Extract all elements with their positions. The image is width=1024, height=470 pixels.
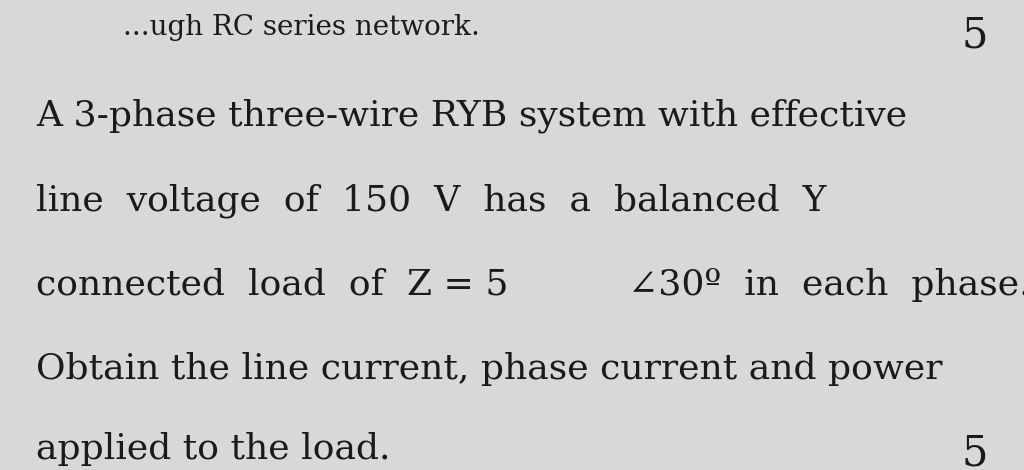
Text: 5: 5 bbox=[962, 432, 988, 470]
Text: line  voltage  of  150  V  has  a  balanced  Y: line voltage of 150 V has a balanced Y bbox=[36, 183, 826, 218]
Text: Obtain the line current, phase current and power: Obtain the line current, phase current a… bbox=[36, 352, 942, 386]
Text: applied to the load.: applied to the load. bbox=[36, 432, 390, 466]
Text: ...ugh RC series network.: ...ugh RC series network. bbox=[123, 14, 480, 41]
Text: A 3-phase three-wire RYB system with effective: A 3-phase three-wire RYB system with eff… bbox=[36, 99, 907, 133]
Text: ∠30º  in  each  phase.: ∠30º in each phase. bbox=[629, 268, 1024, 302]
Text: connected  load  of  Z = 5: connected load of Z = 5 bbox=[36, 268, 508, 302]
Text: 5: 5 bbox=[962, 14, 988, 56]
